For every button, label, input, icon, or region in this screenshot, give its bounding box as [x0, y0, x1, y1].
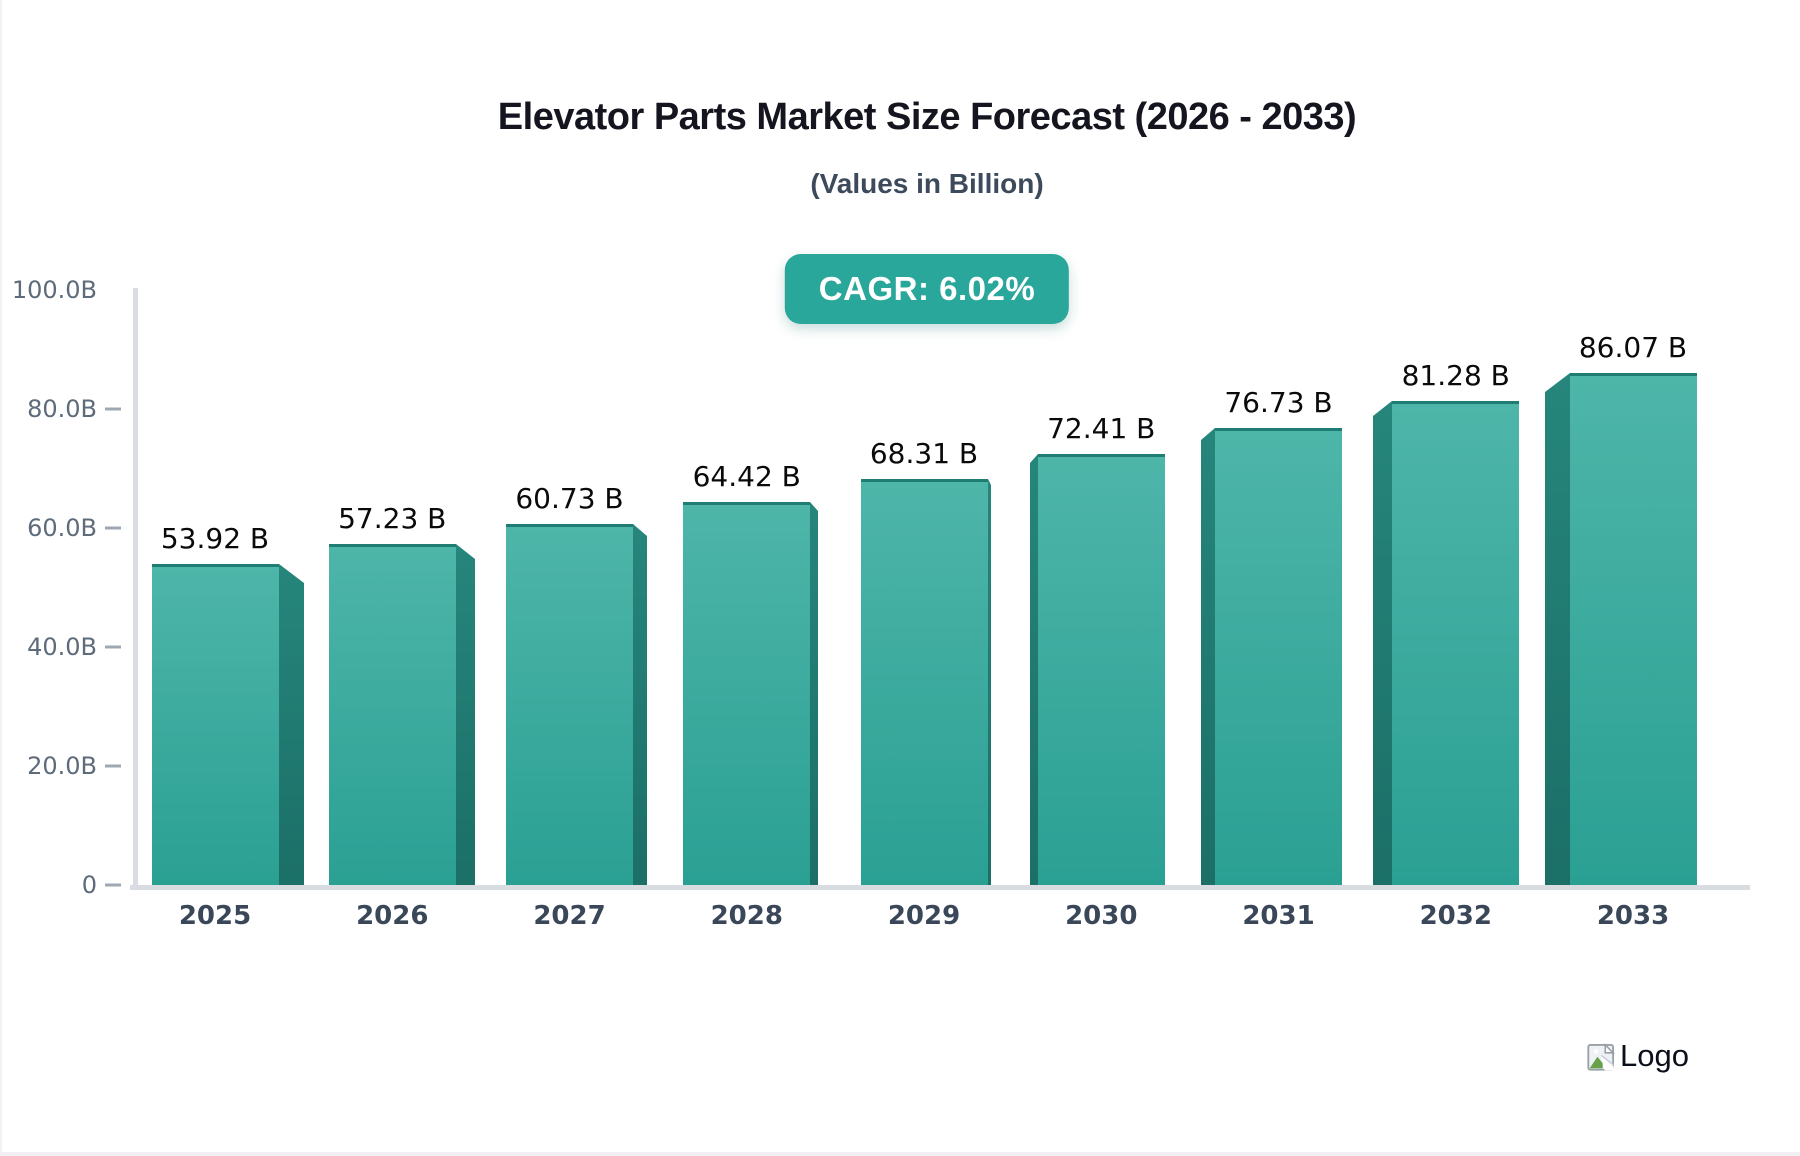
x-axis-baseline: [130, 885, 1750, 890]
bar-side-panel: [633, 524, 647, 885]
x-tick-label: 2027: [533, 901, 606, 931]
bar-2029: [861, 479, 988, 885]
bar-value-label: 53.92 B: [160, 522, 270, 555]
bar-side-panel: [1373, 401, 1392, 885]
x-tick-label: 2026: [356, 901, 429, 931]
cagr-badge-wrap: CAGR: 6.02%: [784, 254, 1070, 324]
y-tick-label: 60.0B: [27, 514, 97, 542]
bar-value-label: 68.31 B: [869, 437, 979, 470]
bar-side-panel: [988, 479, 991, 885]
y-tick-label: 20.0B: [27, 752, 97, 780]
bar-value-label: 76.73 B: [1224, 386, 1333, 419]
x-tick-label: 2029: [887, 901, 961, 931]
bar-side-panel: [1201, 428, 1215, 885]
cagr-badge: CAGR: 6.02%: [784, 254, 1070, 324]
bar-value-label: 60.73 B: [515, 482, 624, 515]
x-tick-label: 2031: [1242, 901, 1315, 931]
bar-side-panel: [279, 564, 304, 885]
bar-2025: [152, 564, 279, 885]
logo: Logo: [1586, 1040, 1689, 1073]
y-tick-label: 0: [81, 871, 97, 899]
y-tick-mark: [105, 526, 121, 530]
bar-value-label: 64.42 B: [692, 460, 801, 493]
x-tick-label: 2033: [1596, 901, 1670, 931]
bar-2031: [1215, 428, 1342, 885]
y-tick-mark: [105, 407, 121, 411]
bar-2033: [1570, 373, 1697, 885]
bar-2030: [1038, 454, 1165, 885]
y-tick-mark: [105, 645, 121, 649]
x-tick-label: 2032: [1419, 901, 1492, 931]
y-tick-mark: [105, 764, 121, 768]
x-tick-label: 2028: [710, 901, 783, 931]
chart-subtitle: (Values in Billion): [810, 168, 1044, 199]
bar-value-label: 86.07 B: [1578, 331, 1688, 364]
y-axis-line: [133, 288, 138, 889]
bar-2026: [329, 544, 456, 885]
bar-side-panel: [1545, 373, 1570, 885]
logo-text: Logo: [1620, 1038, 1689, 1073]
bar-side-panel: [810, 502, 818, 885]
y-tick-label: 100.0B: [11, 276, 97, 304]
x-tick-label: 2025: [178, 901, 252, 931]
bar-value-label: 81.28 B: [1401, 359, 1510, 392]
chart-title: Elevator Parts Market Size Forecast (202…: [497, 96, 1357, 138]
bar-value-label: 72.41 B: [1047, 412, 1156, 445]
bar-2027: [506, 524, 633, 885]
x-tick-label: 2030: [1065, 901, 1138, 931]
broken-image-icon: [1587, 1043, 1615, 1071]
bar-2028: [683, 502, 810, 885]
bar-value-label: 57.23 B: [338, 502, 447, 535]
bar-side-panel: [1030, 454, 1038, 885]
y-tick-label: 40.0B: [27, 633, 97, 661]
y-tick-mark: [105, 883, 121, 887]
y-tick-label: 80.0B: [27, 395, 97, 423]
bar-2032: [1392, 401, 1519, 885]
bar-side-panel: [456, 544, 475, 885]
